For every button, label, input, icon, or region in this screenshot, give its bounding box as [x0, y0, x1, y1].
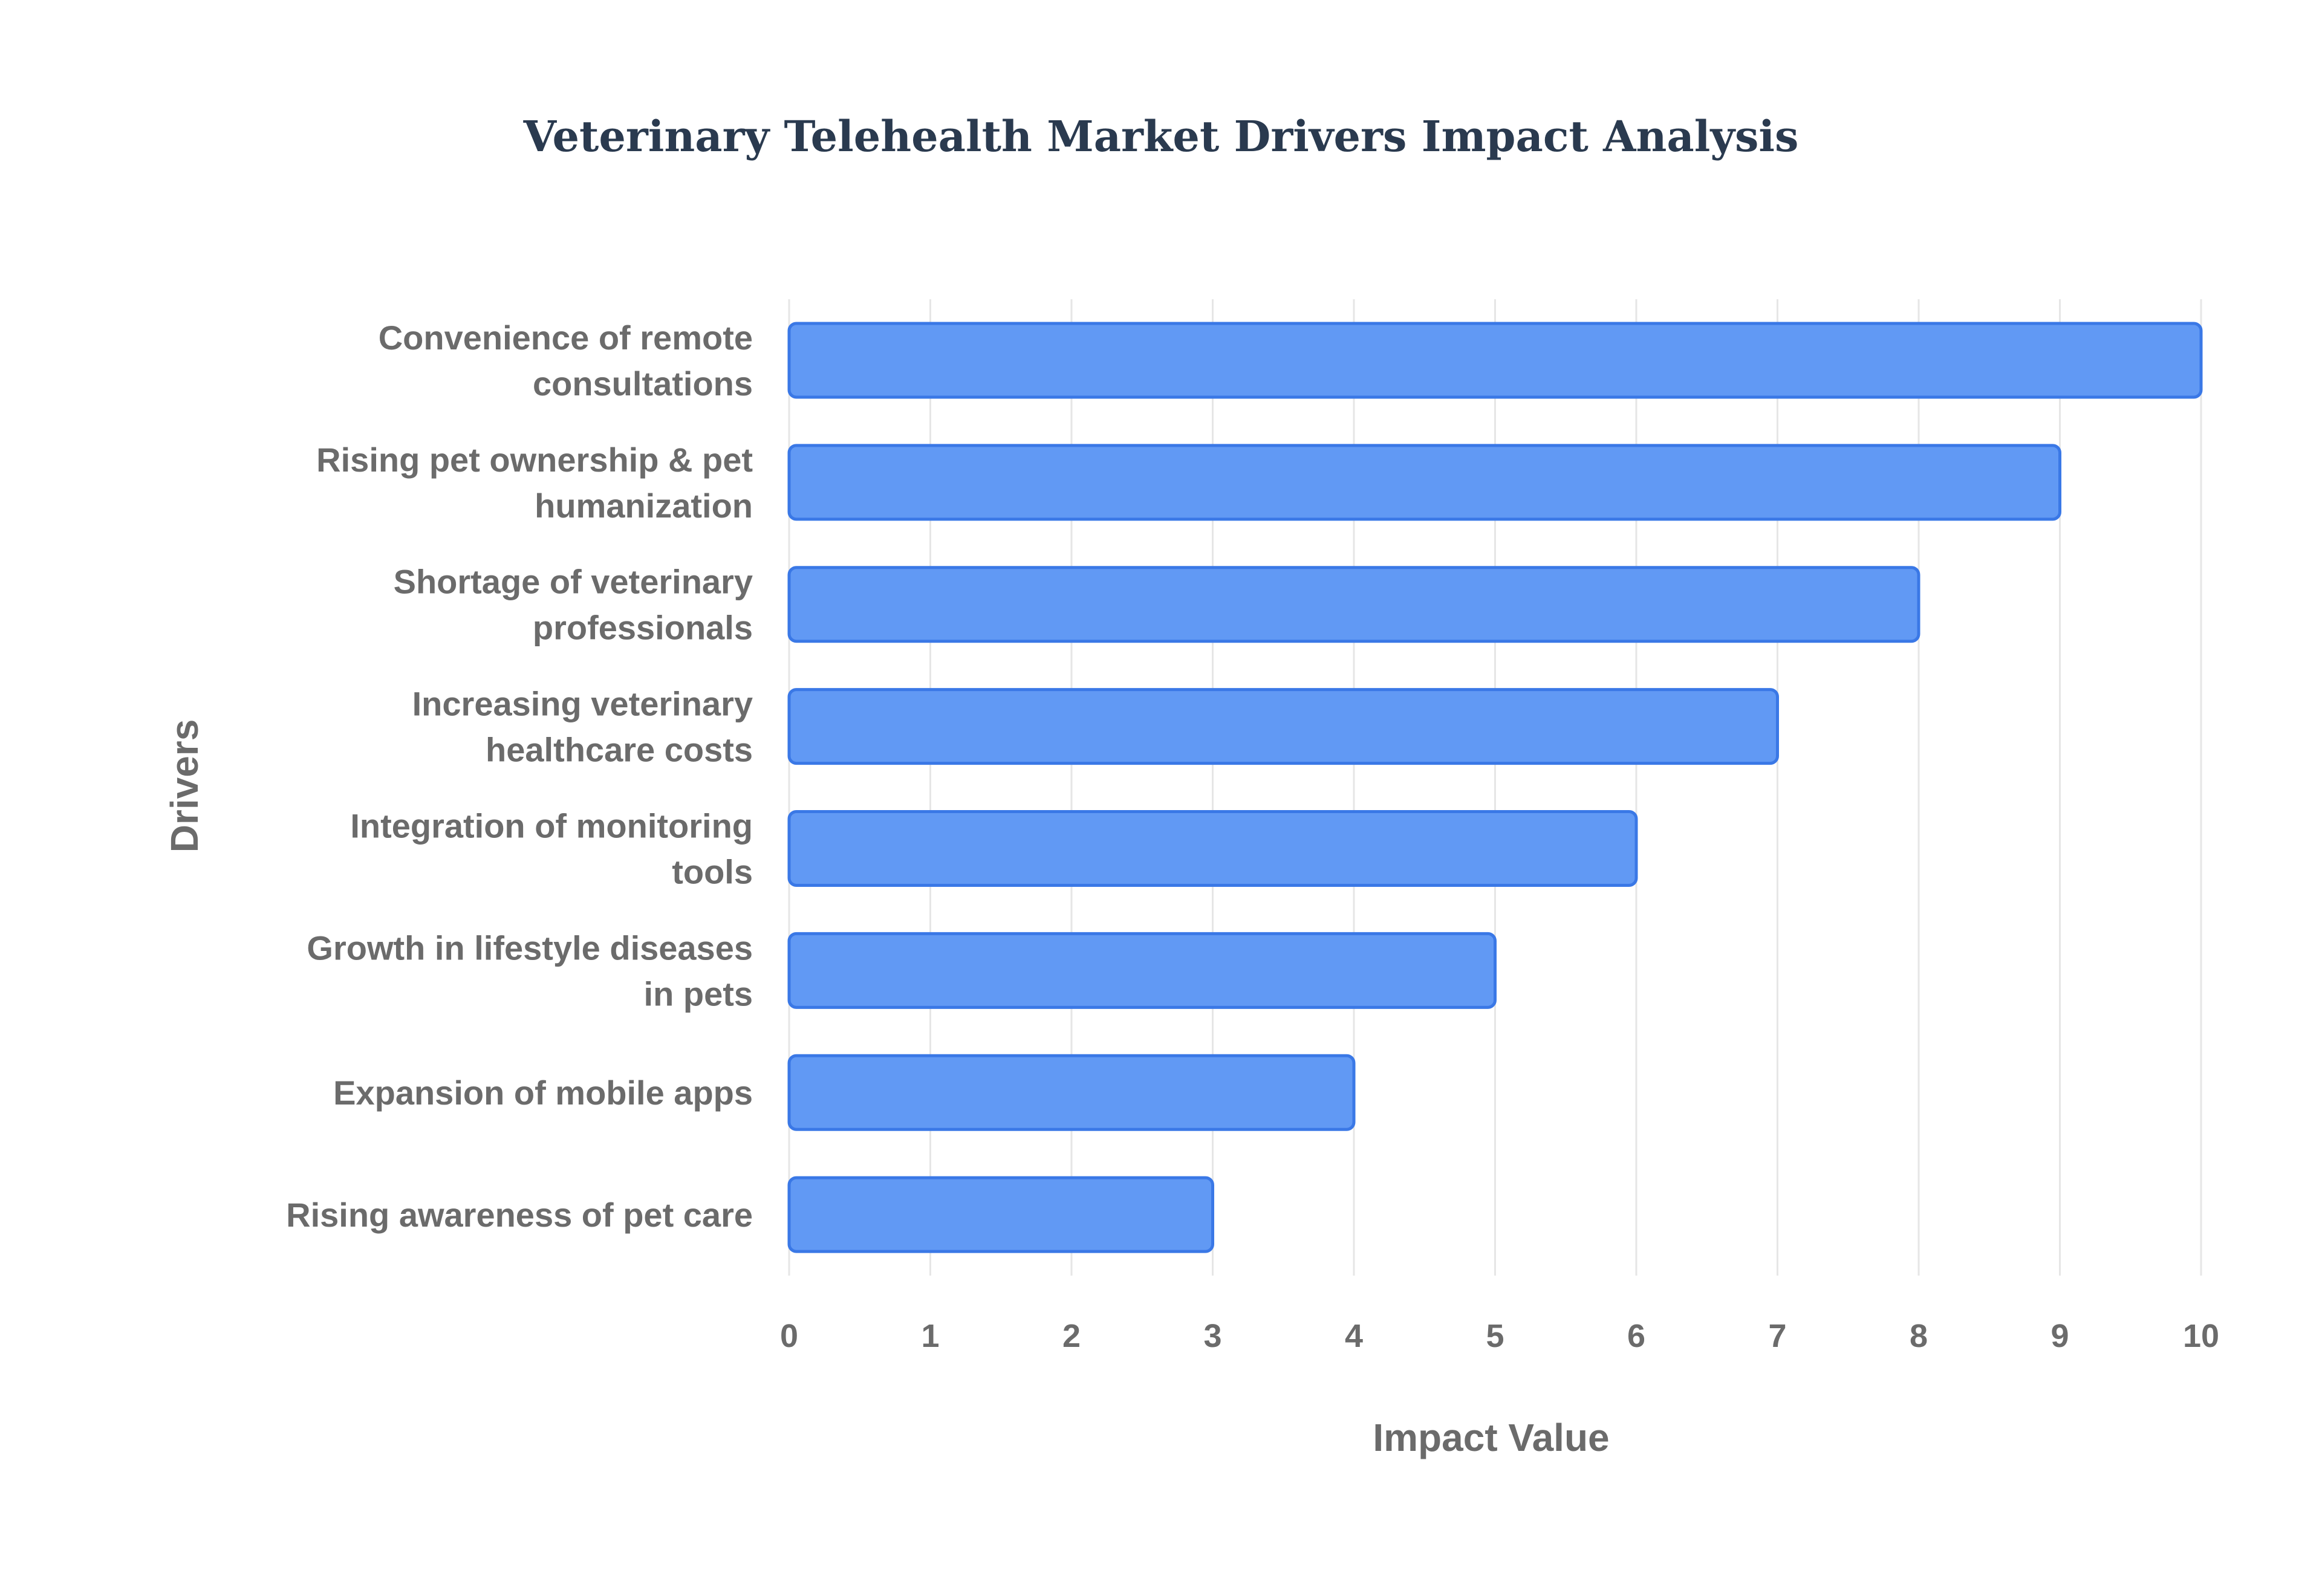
category-label: Shortage of veterinary professionals [394, 563, 753, 647]
x-tick-labels: 0 1 2 3 4 5 6 7 8 9 10 [780, 1318, 2219, 1354]
category-label-line: Growth in lifestyle diseases [307, 929, 753, 967]
x-axis-title: Impact Value [1373, 1416, 1609, 1459]
category-label-line: professionals [533, 609, 753, 647]
bar [787, 1054, 1356, 1131]
x-tick-label: 0 [780, 1318, 798, 1354]
bar [787, 444, 2061, 521]
x-tick-label: 4 [1345, 1318, 1363, 1354]
x-tick-label: 9 [2050, 1318, 2069, 1354]
category-label-line: healthcare costs [486, 731, 753, 769]
category-label-line: Shortage of veterinary [394, 563, 753, 601]
x-tick-label: 6 [1627, 1318, 1645, 1354]
category-label-line: humanization [535, 487, 753, 525]
bar [787, 932, 1497, 1009]
bar [787, 566, 1920, 643]
x-tick-label: 1 [921, 1318, 939, 1354]
x-tick-label: 2 [1062, 1318, 1081, 1354]
category-label-line: tools [672, 852, 753, 890]
category-label: Expansion of mobile apps [333, 1074, 753, 1112]
y-axis-title: Drivers [163, 719, 206, 853]
bar [787, 809, 1638, 887]
chart-title: Veterinary Telehealth Market Drivers Imp… [523, 111, 1799, 161]
category-label-line: Rising awareness of pet care [286, 1196, 753, 1234]
x-tick-label: 10 [2183, 1318, 2219, 1354]
bar [787, 1176, 1214, 1253]
category-label-line: Expansion of mobile apps [333, 1074, 753, 1112]
category-label-line: Increasing veterinary [412, 685, 753, 723]
category-labels: Convenience of remote consultations Rising… [286, 319, 753, 1234]
bar [787, 688, 1779, 765]
category-label-line: consultations [533, 365, 753, 403]
category-label: Rising pet ownership & pet humanization [316, 441, 753, 525]
bar [787, 322, 2203, 399]
category-label-line: Rising pet ownership & pet [316, 441, 753, 479]
category-label-line: in pets [644, 975, 753, 1013]
category-label: Growth in lifestyle diseases in pets [307, 929, 753, 1013]
x-tick-label: 3 [1203, 1318, 1221, 1354]
x-tick-label: 7 [1768, 1318, 1786, 1354]
x-tick-label: 5 [1486, 1318, 1504, 1354]
category-label: Integration of monitoring tools [350, 806, 753, 890]
category-label-line: Integration of monitoring [350, 806, 753, 845]
x-tick-label: 8 [1910, 1318, 1928, 1354]
category-label: Rising awareness of pet care [286, 1196, 753, 1234]
category-label: Convenience of remote consultations [379, 319, 753, 403]
category-label: Increasing veterinary healthcare costs [412, 685, 753, 769]
bars [787, 322, 2203, 1253]
category-label-line: Convenience of remote [379, 319, 753, 357]
